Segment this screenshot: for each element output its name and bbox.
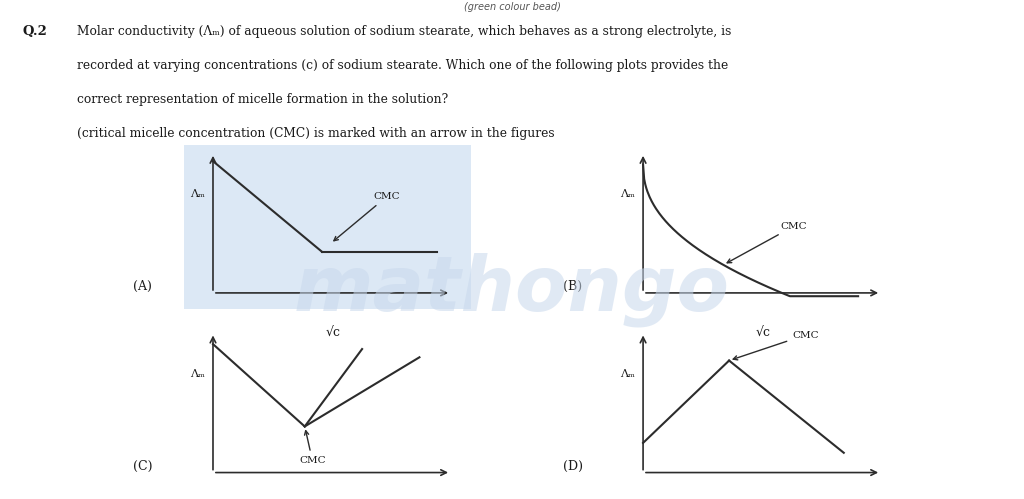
Text: CMC: CMC [733,330,819,360]
Text: Molar conductivity (Λₘ) of aqueous solution of sodium stearate, which behaves as: Molar conductivity (Λₘ) of aqueous solut… [77,25,731,38]
Text: √c: √c [756,326,771,339]
Text: (critical micelle concentration (CMC) is marked with an arrow in the figures: (critical micelle concentration (CMC) is… [77,127,554,140]
Text: recorded at varying concentrations (c) of sodium stearate. Which one of the foll: recorded at varying concentrations (c) o… [77,59,728,72]
Text: correct representation of micelle formation in the solution?: correct representation of micelle format… [77,93,449,106]
Text: Λₘ: Λₘ [621,189,635,199]
Text: Q.2: Q.2 [23,25,47,38]
Text: (green colour bead): (green colour bead) [464,2,560,12]
Text: (B): (B) [563,280,582,293]
Text: (C): (C) [133,460,153,473]
Text: √c: √c [326,326,341,339]
Text: (D): (D) [563,460,583,473]
Text: Λₘ: Λₘ [621,369,635,379]
Text: Λₘ: Λₘ [190,369,205,379]
Text: CMC: CMC [727,222,807,263]
Text: CMC: CMC [334,192,400,241]
Text: Λₘ: Λₘ [190,189,205,199]
Text: CMC: CMC [299,431,326,465]
FancyBboxPatch shape [184,145,471,309]
Text: (A): (A) [133,280,152,293]
Text: mathongo: mathongo [294,252,730,327]
